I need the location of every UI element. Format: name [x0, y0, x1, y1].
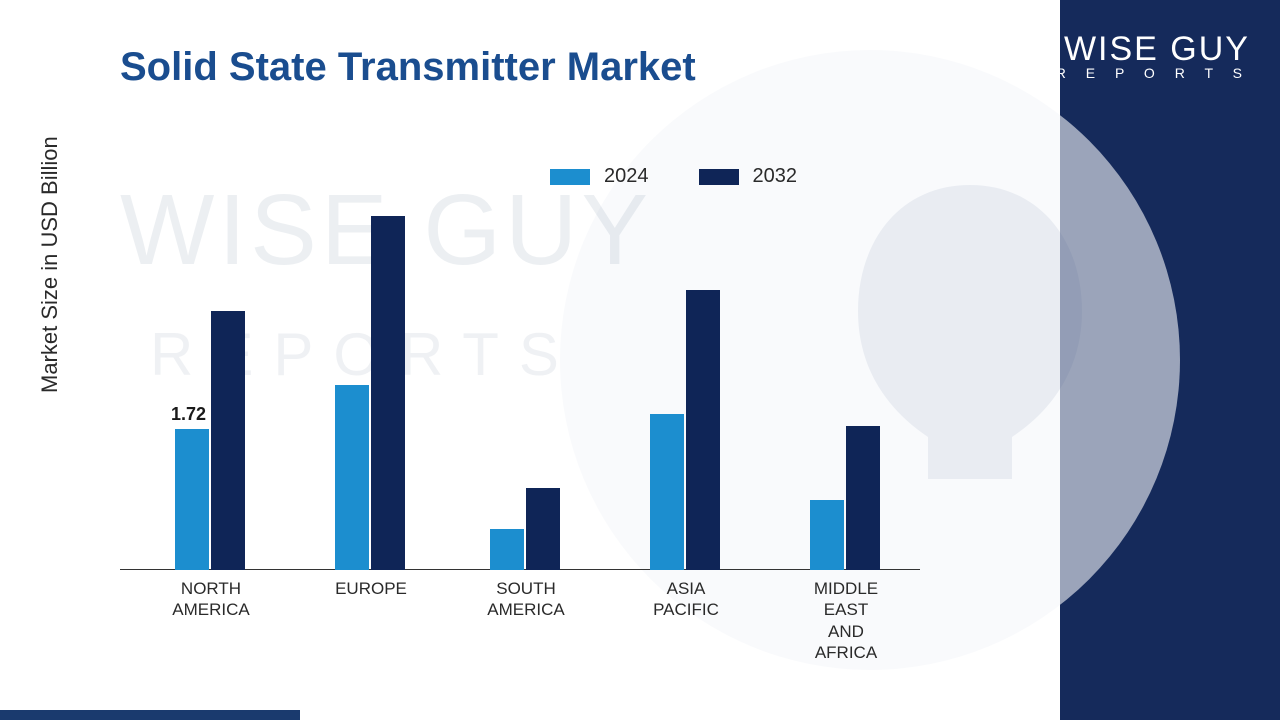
- chart-title: Solid State Transmitter Market: [120, 45, 696, 90]
- chart-plot-area: 1.72: [120, 200, 920, 570]
- legend-label: 2032: [753, 165, 798, 188]
- legend-label: 2024: [604, 165, 649, 188]
- bottom-accent-bar: [0, 710, 300, 720]
- x-axis-label: MIDDLEEASTANDAFRICA: [786, 578, 906, 663]
- bar: [526, 488, 560, 570]
- legend-item-2024: 2024: [550, 165, 649, 188]
- bar: [490, 529, 524, 570]
- bar: [335, 385, 369, 570]
- bar: [686, 290, 720, 570]
- legend-swatch: [699, 169, 739, 185]
- legend-item-2032: 2032: [699, 165, 798, 188]
- x-axis-label: SOUTHAMERICA: [466, 578, 586, 621]
- bar: [810, 500, 844, 570]
- bar: [650, 414, 684, 570]
- bar: [175, 429, 209, 570]
- brand-logo: WISE GUY R E P O R T S: [1056, 30, 1250, 81]
- logo-main-text: WISE GUY: [1056, 30, 1250, 69]
- logo-sub-text: R E P O R T S: [1056, 65, 1250, 81]
- bar: [211, 311, 245, 570]
- y-axis-label: Market Size in USD Billion: [37, 136, 63, 393]
- x-axis-label: EUROPE: [311, 578, 431, 599]
- x-axis-label: NORTHAMERICA: [151, 578, 271, 621]
- bar: [371, 216, 405, 570]
- bar: [846, 426, 880, 570]
- chart-legend: 2024 2032: [550, 165, 797, 188]
- bar-data-label: 1.72: [171, 404, 206, 425]
- legend-swatch: [550, 169, 590, 185]
- x-axis-label: ASIAPACIFIC: [626, 578, 746, 621]
